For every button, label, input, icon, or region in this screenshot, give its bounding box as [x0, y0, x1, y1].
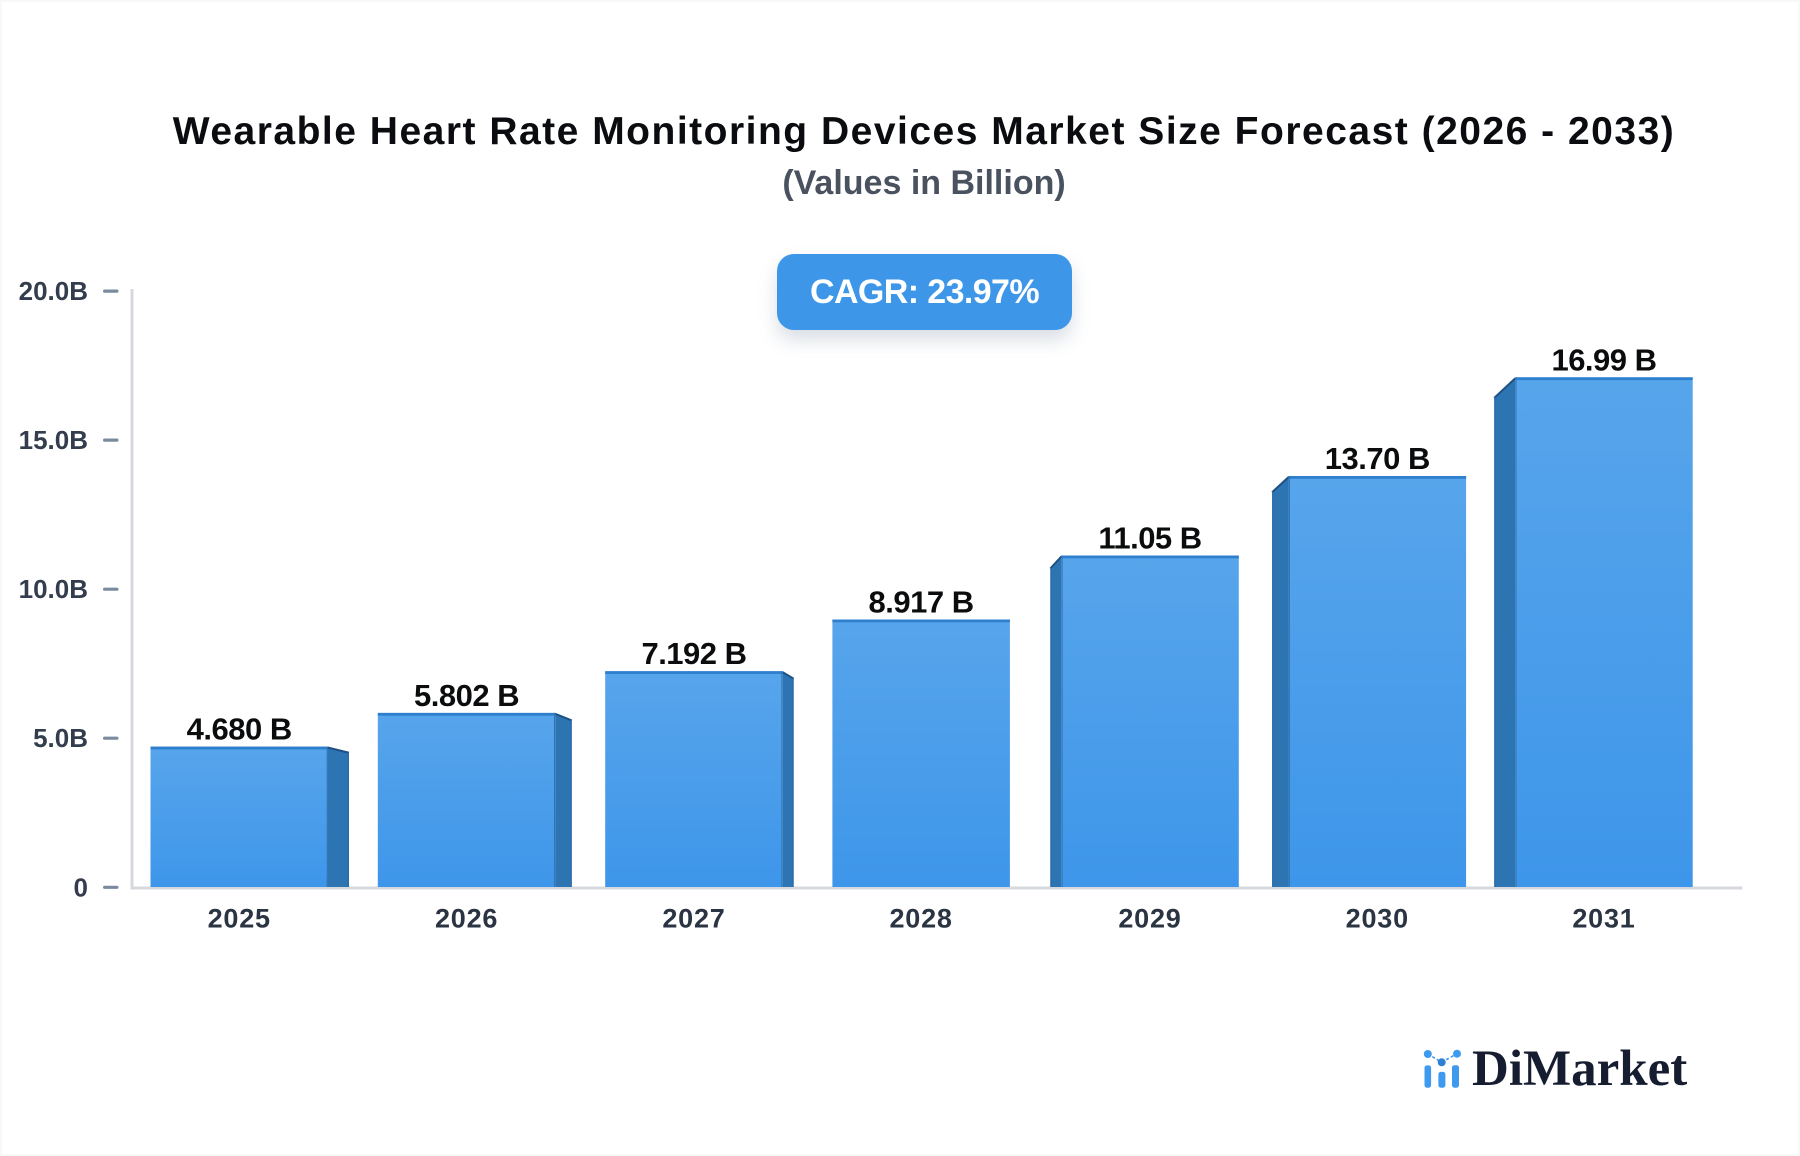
svg-text:2031: 2031 [1572, 904, 1635, 934]
svg-text:7.192 B: 7.192 B [641, 636, 746, 671]
svg-text:20.0B: 20.0B [19, 276, 88, 306]
svg-text:2025: 2025 [208, 904, 271, 934]
svg-text:2029: 2029 [1118, 904, 1181, 934]
svg-text:11.05 B: 11.05 B [1098, 521, 1201, 556]
svg-text:10.0B: 10.0B [19, 574, 88, 604]
svg-text:2026: 2026 [435, 904, 498, 934]
svg-text:4.680 B: 4.680 B [187, 712, 292, 747]
svg-text:2030: 2030 [1346, 904, 1409, 934]
svg-text:5.802 B: 5.802 B [414, 678, 519, 713]
svg-text:13.70 B: 13.70 B [1325, 441, 1430, 476]
svg-text:8.917 B: 8.917 B [869, 585, 974, 620]
svg-text:0: 0 [74, 872, 88, 902]
svg-text:15.0B: 15.0B [19, 425, 88, 455]
svg-text:16.99 B: 16.99 B [1551, 342, 1656, 377]
svg-text:5.0B: 5.0B [33, 723, 88, 753]
svg-text:2027: 2027 [662, 904, 725, 934]
svg-text:2028: 2028 [889, 904, 952, 934]
